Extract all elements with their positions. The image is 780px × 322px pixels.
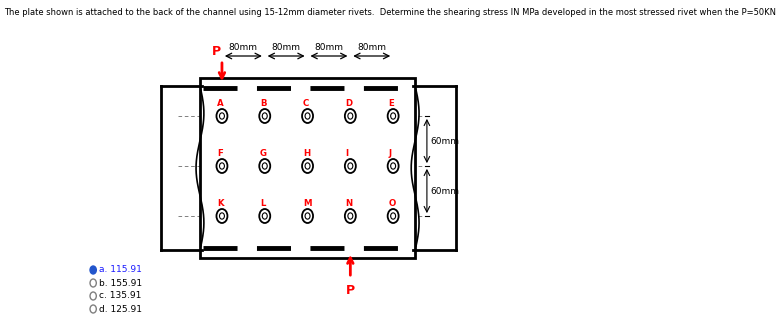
Circle shape [348, 163, 353, 169]
Circle shape [262, 113, 268, 119]
Circle shape [348, 213, 353, 219]
Circle shape [259, 109, 270, 123]
Circle shape [388, 109, 399, 123]
Text: D: D [346, 99, 353, 108]
Circle shape [219, 113, 225, 119]
Text: P: P [212, 45, 221, 58]
Bar [200, 78, 415, 258]
Circle shape [90, 279, 96, 287]
Circle shape [302, 109, 313, 123]
Text: B: B [260, 99, 267, 108]
Circle shape [262, 163, 268, 169]
Circle shape [262, 213, 268, 219]
Circle shape [217, 109, 228, 123]
Circle shape [259, 159, 270, 173]
Circle shape [391, 163, 395, 169]
Text: 60mm: 60mm [430, 186, 459, 195]
Text: b. 155.91: b. 155.91 [100, 279, 143, 288]
Circle shape [388, 159, 399, 173]
Text: 80mm: 80mm [229, 43, 258, 52]
Text: O: O [388, 199, 395, 208]
Text: I: I [346, 149, 349, 158]
Text: M: M [303, 199, 311, 208]
Text: P: P [346, 284, 355, 297]
Circle shape [302, 159, 313, 173]
Circle shape [345, 159, 356, 173]
Text: H: H [303, 149, 310, 158]
Text: 80mm: 80mm [314, 43, 343, 52]
Circle shape [217, 209, 228, 223]
Circle shape [345, 209, 356, 223]
Text: N: N [346, 199, 353, 208]
Text: c. 135.91: c. 135.91 [100, 291, 142, 300]
Text: 80mm: 80mm [357, 43, 386, 52]
Text: L: L [260, 199, 265, 208]
Circle shape [90, 292, 96, 300]
Text: a. 115.91: a. 115.91 [100, 266, 142, 274]
Circle shape [345, 109, 356, 123]
Circle shape [259, 209, 270, 223]
Text: d. 125.91: d. 125.91 [100, 305, 143, 314]
Circle shape [219, 213, 225, 219]
Text: The plate shown is attached to the back of the channel using 15-12mm diameter ri: The plate shown is attached to the back … [4, 8, 776, 17]
Text: K: K [218, 199, 224, 208]
Text: E: E [388, 99, 394, 108]
Circle shape [90, 305, 96, 313]
Circle shape [305, 113, 310, 119]
Circle shape [391, 113, 395, 119]
Text: 80mm: 80mm [271, 43, 300, 52]
Circle shape [391, 213, 395, 219]
Circle shape [90, 266, 96, 274]
Circle shape [302, 209, 313, 223]
Text: F: F [218, 149, 223, 158]
Circle shape [219, 163, 225, 169]
Text: A: A [218, 99, 224, 108]
Circle shape [305, 163, 310, 169]
Circle shape [388, 209, 399, 223]
Circle shape [217, 159, 228, 173]
Text: J: J [388, 149, 392, 158]
Text: G: G [260, 149, 267, 158]
Text: C: C [303, 99, 309, 108]
Circle shape [348, 113, 353, 119]
Circle shape [305, 213, 310, 219]
Text: 60mm: 60mm [430, 137, 459, 146]
